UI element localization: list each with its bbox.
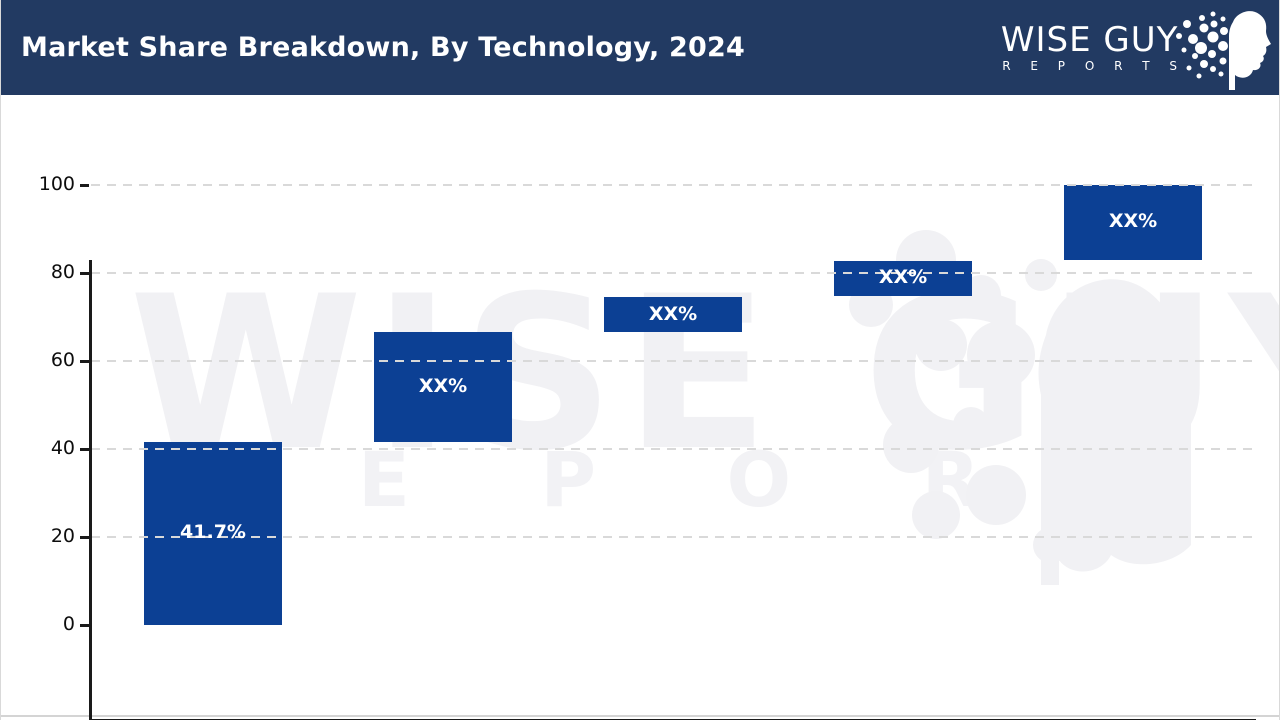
- gridline-40: [91, 448, 1256, 450]
- bar-value-label: XX%: [648, 302, 698, 325]
- y-tick-label-40: 40: [50, 437, 75, 459]
- y-tick-mark-60: [80, 360, 89, 363]
- logo-wiseguy-text: WISE GUY: [1000, 19, 1179, 60]
- bar-value-label: XX%: [1108, 210, 1158, 233]
- y-tick-label-20: 20: [50, 525, 75, 547]
- bar-nfc: [834, 260, 972, 296]
- y-tick-mark-80: [80, 272, 89, 275]
- gridline-80: [91, 272, 1256, 274]
- gridline-100: [91, 184, 1256, 186]
- bar-cellular: [1064, 185, 1202, 260]
- chart-title: Market Share Breakdown, By Technology, 2…: [21, 32, 746, 63]
- wiseguy-logo: WISE GUY R E P O R T S: [994, 6, 1275, 90]
- y-tick-label-80: 80: [50, 261, 75, 283]
- header-bar: Market Share Breakdown, By Technology, 2…: [1, 0, 1279, 95]
- y-tick-mark-40: [80, 448, 89, 451]
- wiseguy-face-icon: [1176, 11, 1271, 90]
- y-tick-label-100: 100: [38, 173, 75, 195]
- bottom-divider: [1, 715, 1279, 717]
- y-tick-label-0: 0: [62, 613, 75, 635]
- y-tick-mark-20: [80, 536, 89, 539]
- gridline-60: [91, 360, 1256, 362]
- bar-bluetooth: [374, 332, 512, 442]
- bar-wi-fi: [144, 441, 282, 625]
- bar-value-label: 41.7%: [180, 521, 246, 544]
- logo-reports-text: R E P O R T S: [1002, 59, 1185, 74]
- watermark-face-icon: [849, 230, 1191, 585]
- gridline-20: [91, 536, 1256, 538]
- y-tick-mark-0: [80, 624, 89, 627]
- y-tick-mark-100: [80, 184, 89, 187]
- bar-value-label: XX%: [878, 266, 928, 289]
- bar-zigbee: [604, 297, 742, 333]
- bar-value-label: XX%: [418, 374, 468, 397]
- y-axis-line: [89, 260, 92, 720]
- y-tick-label-60: 60: [50, 349, 75, 371]
